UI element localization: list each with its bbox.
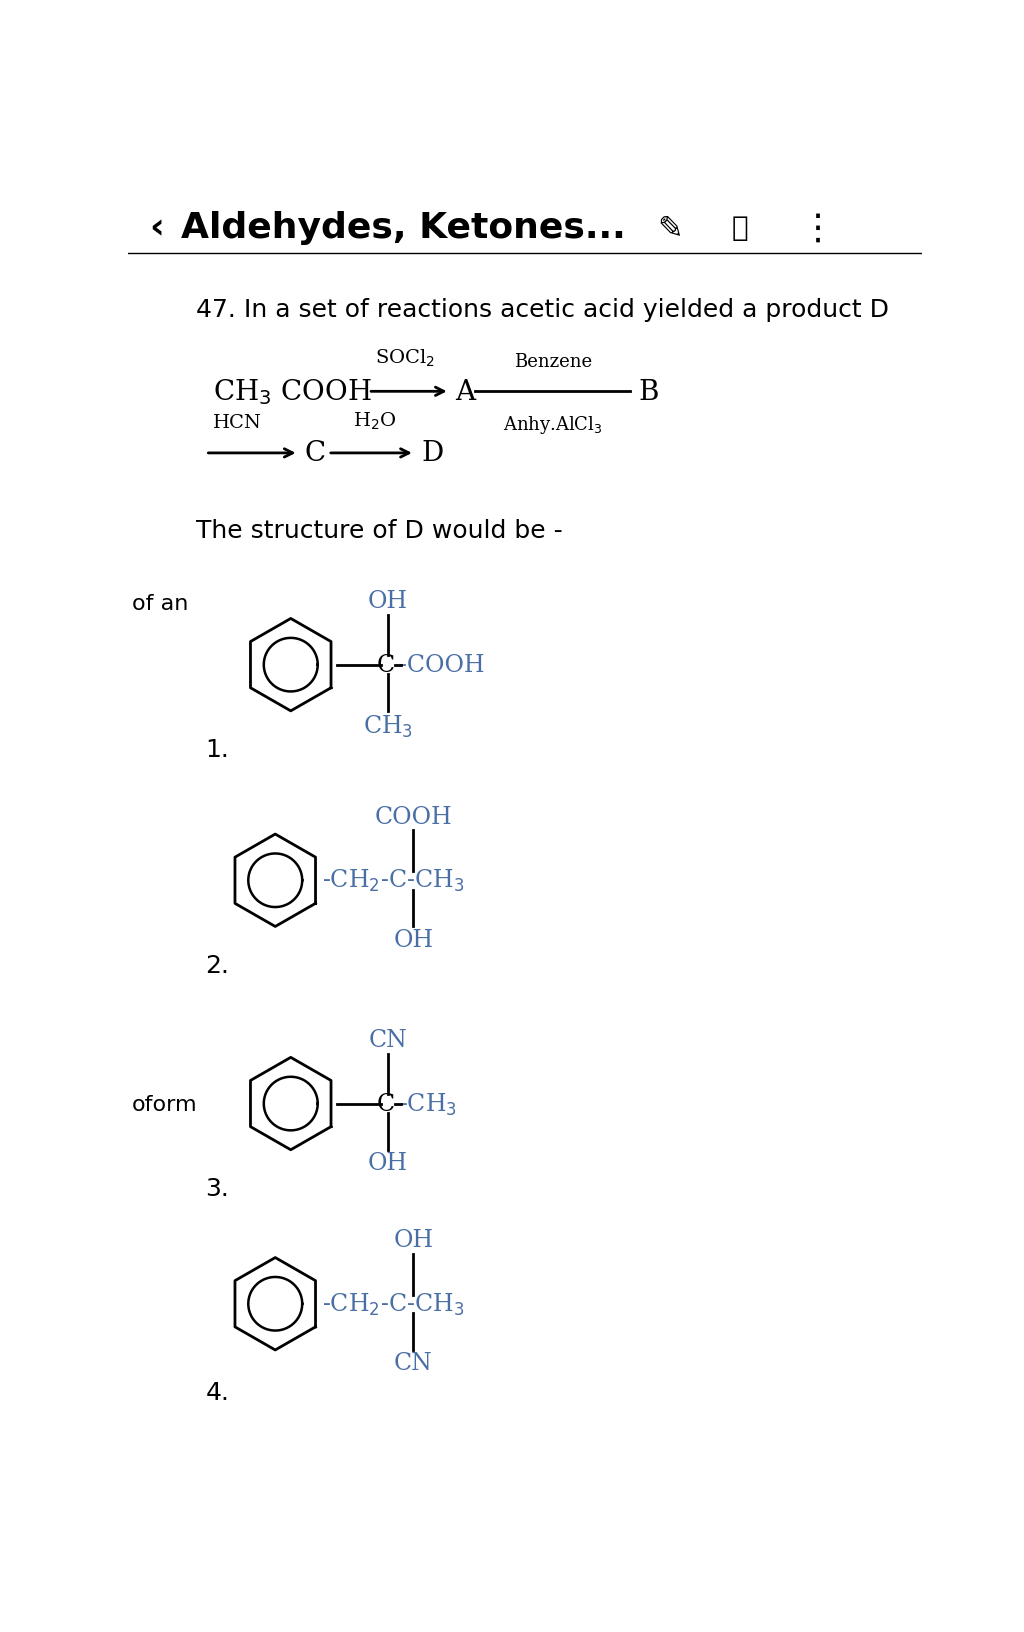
- Text: -COOH: -COOH: [399, 654, 484, 677]
- Text: ⋮: ⋮: [800, 211, 836, 245]
- Text: -CH$_2$-C-CH$_3$: -CH$_2$-C-CH$_3$: [322, 868, 464, 894]
- Text: SOCl$_2$: SOCl$_2$: [376, 348, 435, 369]
- Text: C: C: [305, 441, 326, 467]
- Text: A: A: [455, 379, 475, 406]
- Text: OH: OH: [393, 929, 433, 951]
- Text: 1.: 1.: [206, 738, 229, 762]
- Text: ‹: ‹: [150, 211, 165, 245]
- Text: Benzene: Benzene: [514, 353, 592, 370]
- Text: OH: OH: [393, 1229, 433, 1252]
- Text: Aldehydes, Ketones...: Aldehydes, Ketones...: [180, 211, 626, 245]
- Text: 🔍: 🔍: [732, 214, 749, 242]
- Text: 47. In a set of reactions acetic acid yielded a product D: 47. In a set of reactions acetic acid yi…: [197, 297, 889, 322]
- Text: B: B: [638, 379, 658, 406]
- Text: CN: CN: [369, 1028, 407, 1051]
- Text: Anhy.AlCl$_3$: Anhy.AlCl$_3$: [503, 413, 602, 436]
- Text: OH: OH: [368, 1152, 408, 1175]
- Text: 4.: 4.: [206, 1381, 229, 1405]
- Text: of an: of an: [132, 594, 188, 614]
- Text: 3.: 3.: [206, 1177, 229, 1201]
- Text: The structure of D would be -: The structure of D would be -: [197, 519, 563, 542]
- Text: -CH$_3$: -CH$_3$: [399, 1090, 458, 1116]
- Text: ✎: ✎: [657, 214, 683, 243]
- Text: COOH: COOH: [375, 806, 452, 829]
- Text: CN: CN: [394, 1351, 432, 1374]
- Text: CH$_3$ COOH: CH$_3$ COOH: [213, 377, 373, 406]
- Text: H$_2$O: H$_2$O: [352, 411, 396, 432]
- Text: CH$_3$: CH$_3$: [362, 713, 413, 739]
- Text: HCN: HCN: [213, 415, 262, 432]
- Text: 2.: 2.: [206, 953, 229, 978]
- Text: OH: OH: [368, 589, 408, 614]
- Text: -CH$_2$-C-CH$_3$: -CH$_2$-C-CH$_3$: [322, 1291, 464, 1317]
- Text: oform: oform: [132, 1093, 198, 1115]
- Text: C: C: [377, 1092, 395, 1115]
- Text: D: D: [421, 441, 443, 467]
- Text: C: C: [377, 654, 395, 677]
